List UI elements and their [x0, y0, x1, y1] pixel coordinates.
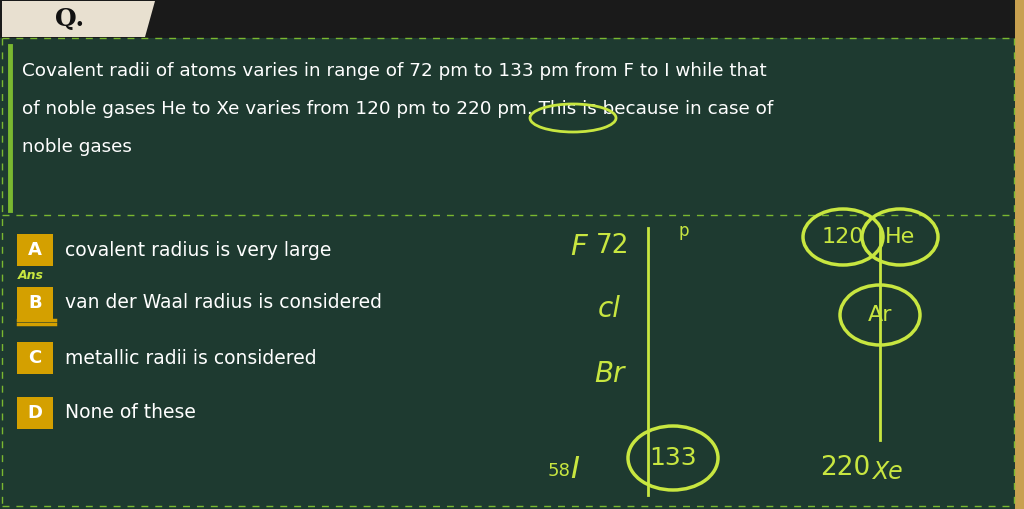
Text: covalent radius is very large: covalent radius is very large	[65, 240, 332, 260]
Text: A: A	[28, 241, 42, 259]
Text: F: F	[570, 233, 587, 261]
Text: None of these: None of these	[65, 404, 196, 422]
Text: p: p	[678, 222, 688, 240]
Text: of noble gases He to Xe varies from 120 pm to 220 pm. This is because in case of: of noble gases He to Xe varies from 120 …	[22, 100, 773, 118]
FancyBboxPatch shape	[17, 287, 53, 319]
Text: B: B	[29, 294, 42, 312]
Text: Ans: Ans	[18, 269, 44, 282]
Text: van der Waal radius is considered: van der Waal radius is considered	[65, 294, 382, 313]
FancyBboxPatch shape	[17, 234, 53, 266]
Text: Br: Br	[594, 360, 625, 388]
FancyBboxPatch shape	[1015, 0, 1024, 509]
Text: noble gases: noble gases	[22, 138, 132, 156]
Text: 220: 220	[820, 455, 870, 481]
FancyBboxPatch shape	[17, 397, 53, 429]
Text: 72: 72	[596, 233, 630, 259]
Text: Covalent radii of atoms varies in range of 72 pm to 133 pm from F to I while tha: Covalent radii of atoms varies in range …	[22, 62, 767, 80]
FancyBboxPatch shape	[17, 342, 53, 374]
Text: 120: 120	[821, 227, 864, 247]
Text: 58: 58	[548, 462, 570, 480]
Text: Ar: Ar	[867, 305, 892, 325]
Text: D: D	[28, 404, 43, 422]
Text: cl: cl	[598, 295, 621, 323]
Text: He: He	[885, 227, 915, 247]
Text: 133: 133	[649, 446, 696, 470]
Text: metallic radii is considered: metallic radii is considered	[65, 349, 316, 367]
Text: I: I	[570, 455, 579, 484]
Polygon shape	[2, 1, 155, 37]
Text: Q.: Q.	[55, 7, 85, 31]
FancyBboxPatch shape	[0, 0, 1024, 38]
Text: C: C	[29, 349, 42, 367]
Text: Xe: Xe	[872, 460, 902, 484]
